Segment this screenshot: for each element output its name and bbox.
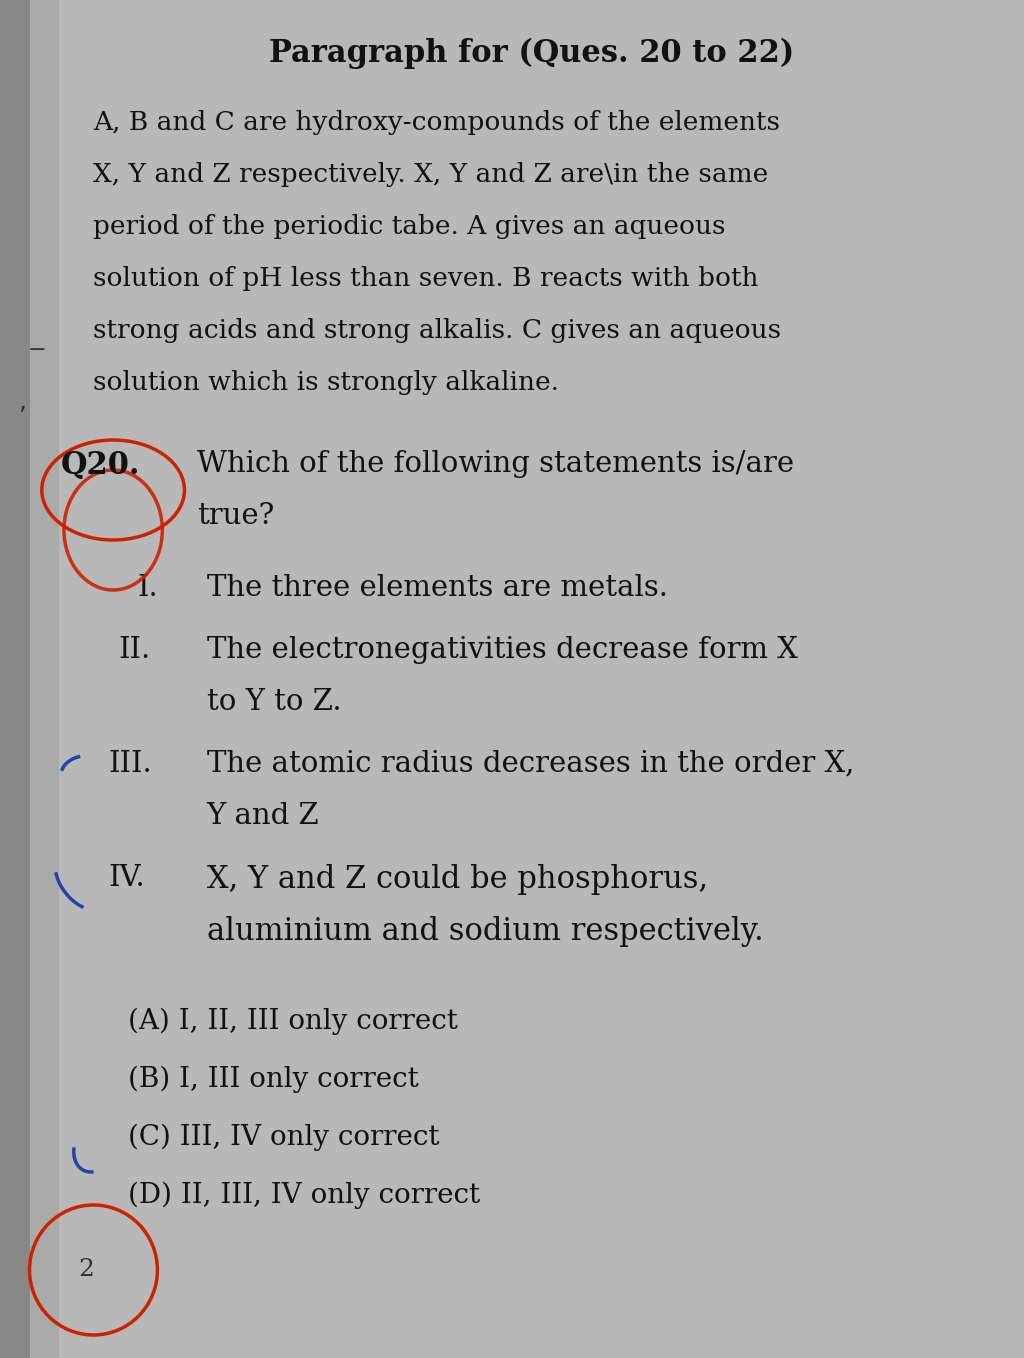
Bar: [30, 0, 59, 1358]
Text: X, Y and Z could be phosphorus,: X, Y and Z could be phosphorus,: [207, 864, 708, 895]
Text: A, B and C are hydroxy-compounds of the elements: A, B and C are hydroxy-compounds of the …: [93, 110, 780, 134]
Text: ,: ,: [17, 390, 26, 414]
Text: true?: true?: [197, 502, 274, 530]
Text: I.: I.: [138, 574, 159, 602]
Text: Y and Z: Y and Z: [207, 803, 319, 830]
Text: (A) I, II, III only correct: (A) I, II, III only correct: [128, 1008, 458, 1035]
Text: (C) III, IV only correct: (C) III, IV only correct: [128, 1124, 439, 1152]
Text: to Y to Z.: to Y to Z.: [207, 689, 341, 716]
Text: Paragraph for (Ques. 20 to 22): Paragraph for (Ques. 20 to 22): [268, 38, 794, 69]
Text: IV.: IV.: [109, 864, 145, 892]
Text: period of the periodic tabe. A gives an aqueous: period of the periodic tabe. A gives an …: [93, 215, 726, 239]
Text: Which of the following statements is/are: Which of the following statements is/are: [197, 449, 794, 478]
Text: (D) II, III, IV only correct: (D) II, III, IV only correct: [128, 1181, 480, 1210]
Text: III.: III.: [109, 750, 152, 778]
Bar: [0, 0, 30, 1358]
Text: The three elements are metals.: The three elements are metals.: [207, 574, 668, 602]
Text: aluminium and sodium respectively.: aluminium and sodium respectively.: [207, 917, 763, 947]
Text: X, Y and Z respectively. X, Y and Z are\in the same: X, Y and Z respectively. X, Y and Z are\…: [93, 162, 769, 187]
Text: The electronegativities decrease form X: The electronegativities decrease form X: [207, 636, 798, 664]
Text: Q20.: Q20.: [61, 449, 140, 481]
Text: The atomic radius decreases in the order X,: The atomic radius decreases in the order…: [207, 750, 854, 778]
Text: (B) I, III only correct: (B) I, III only correct: [128, 1066, 419, 1093]
Text: −: −: [28, 340, 46, 360]
Text: 2: 2: [79, 1259, 94, 1282]
Text: strong acids and strong alkalis. C gives an aqueous: strong acids and strong alkalis. C gives…: [93, 318, 781, 344]
Text: solution which is strongly alkaline.: solution which is strongly alkaline.: [93, 369, 559, 395]
Text: solution of pH less than seven. B reacts with both: solution of pH less than seven. B reacts…: [93, 266, 759, 291]
Text: II.: II.: [118, 636, 151, 664]
